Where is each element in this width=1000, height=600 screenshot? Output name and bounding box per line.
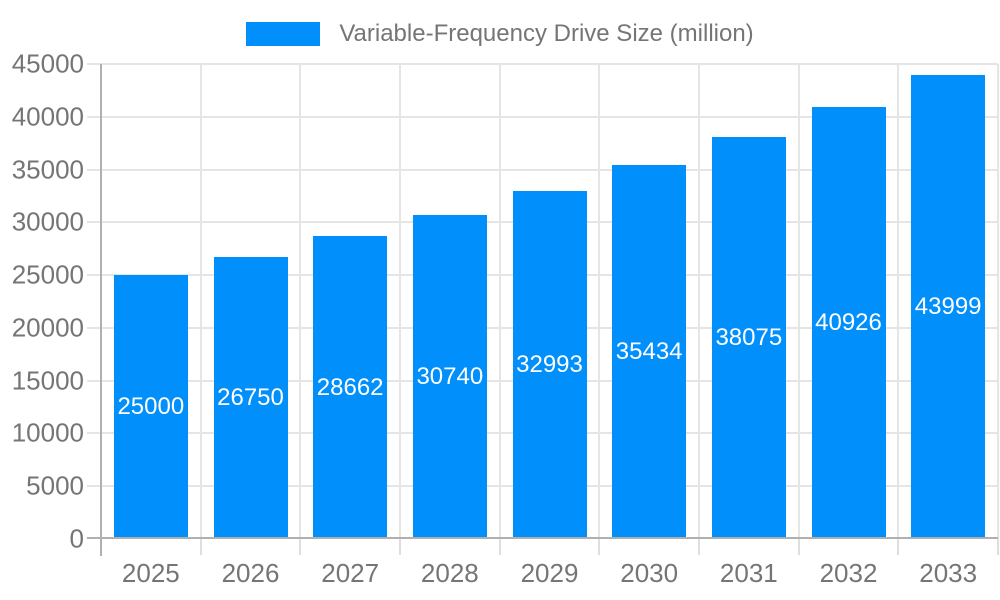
bar-value-label: 43999 [914,292,982,320]
x-axis-line [87,537,998,539]
bar[interactable] [412,214,487,539]
x-axis-tick [299,539,302,555]
bar[interactable] [711,137,786,539]
plot-area: 0 5000 10000 15000 20000 25000 30000 35000 40000… [12,49,999,588]
x-axis-tick [498,539,501,555]
x-axis-tick-label: 2031 [719,558,778,588]
y-axis-tick-label: 5000 [26,470,84,501]
x-axis-tick-label: 2033 [919,558,978,588]
y-axis-tick-label: 25000 [11,259,84,290]
x-axis-tick [698,539,700,555]
x-axis-tick-label: 2026 [221,558,280,588]
bar-value-label: 28662 [316,373,384,401]
x-axis-tick [797,539,800,555]
bar[interactable] [811,107,886,539]
horizontal-gridline [87,168,998,171]
bar-value-label: 30740 [416,362,484,390]
horizontal-gridline [87,115,998,118]
bar[interactable] [911,74,986,539]
y-axis-tick-label: 45000 [11,48,84,79]
x-axis-tick [997,539,999,555]
y-axis-tick-label: 10000 [11,417,84,448]
legend-label: Variable-Frequency Drive Size (million) [339,20,754,47]
bar-value-label: 25000 [117,393,185,421]
vertical-gridline [299,64,302,539]
bar[interactable] [512,190,587,539]
x-axis-tick [598,539,601,555]
x-axis-tick-label: 2030 [620,558,679,588]
x-axis-tick [199,539,202,555]
vertical-gridline [199,64,202,539]
x-axis-tick-label: 2025 [121,558,180,588]
y-axis-tick-label: 40000 [11,101,84,132]
vertical-gridline [797,64,800,539]
x-axis-tick [897,539,900,555]
bar-value-label: 35434 [615,337,683,365]
x-axis-tick-label: 2029 [520,558,579,588]
bar[interactable] [313,236,388,539]
bar-value-label: 26750 [217,383,284,411]
vertical-gridline [997,64,999,539]
y-axis-tick-label: 15000 [11,365,84,396]
legend-swatch-icon [246,22,321,46]
horizontal-gridline [87,63,998,65]
legend-item[interactable]: Variable-Frequency Drive Size (million) [0,22,1000,46]
bar[interactable] [213,256,288,539]
y-axis-line [100,64,102,556]
x-axis-tick-label: 2032 [819,558,878,588]
y-axis-tick-label: 35000 [11,154,84,185]
bar-value-label: 38075 [715,324,783,352]
x-axis-tick-label: 2027 [321,558,380,588]
vertical-gridline [897,64,900,539]
bar[interactable] [612,164,687,539]
bar-value-label: 32993 [516,350,583,378]
vertical-gridline [698,64,700,539]
y-axis-tick-label: 0 [69,523,84,554]
vertical-gridline [399,64,401,539]
bar[interactable] [113,275,188,539]
x-axis-tick-label: 2028 [420,558,479,588]
vertical-gridline [598,64,601,539]
y-axis-tick-label: 30000 [11,206,84,237]
x-axis-tick [399,539,401,555]
y-axis-tick-label: 20000 [11,312,84,343]
vertical-gridline [498,64,501,539]
bar-value-label: 40926 [815,309,882,336]
